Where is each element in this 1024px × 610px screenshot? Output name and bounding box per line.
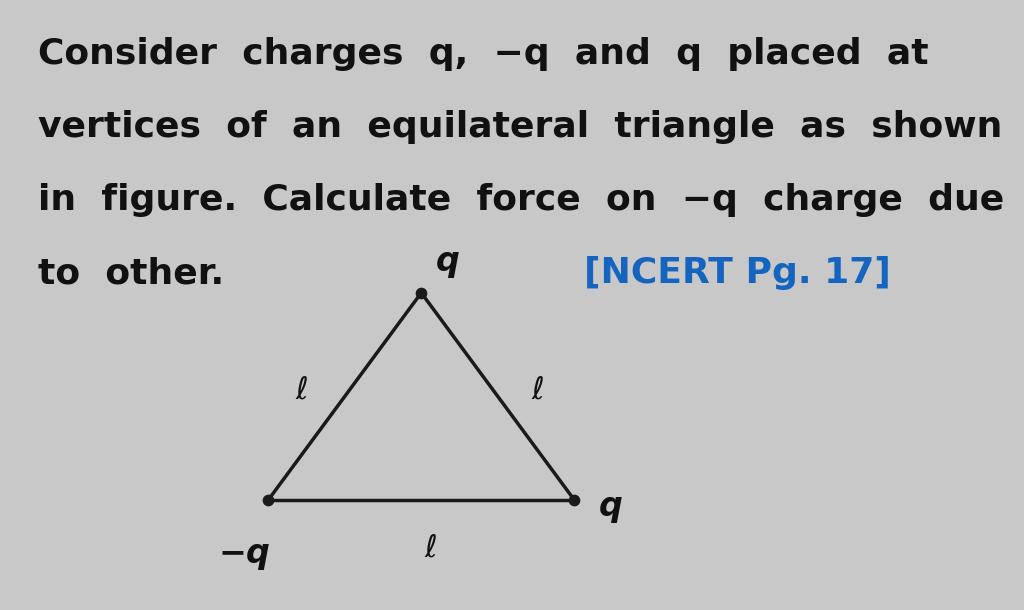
Text: [NCERT Pg. 17]: [NCERT Pg. 17] (584, 256, 891, 290)
Point (413, 288, 429, 298)
Text: Consider  charges  q,  −q  and  q  placed  at: Consider charges q, −q and q placed at (38, 37, 929, 71)
Point (260, 495, 276, 505)
Text: in  figure.  Calculate  force  on  −q  charge  due: in figure. Calculate force on −q charge … (38, 183, 1005, 217)
Text: −q: −q (218, 537, 270, 570)
Point (566, 495, 583, 505)
Text: ℓ: ℓ (425, 534, 437, 563)
Text: vertices  of  an  equilateral  triangle  as  shown: vertices of an equilateral triangle as s… (38, 110, 1002, 144)
Text: q: q (435, 245, 460, 278)
Text: to  other.: to other. (38, 256, 224, 290)
Text: ℓ: ℓ (295, 376, 308, 405)
Text: ℓ: ℓ (531, 376, 545, 405)
Text: q: q (598, 490, 623, 523)
